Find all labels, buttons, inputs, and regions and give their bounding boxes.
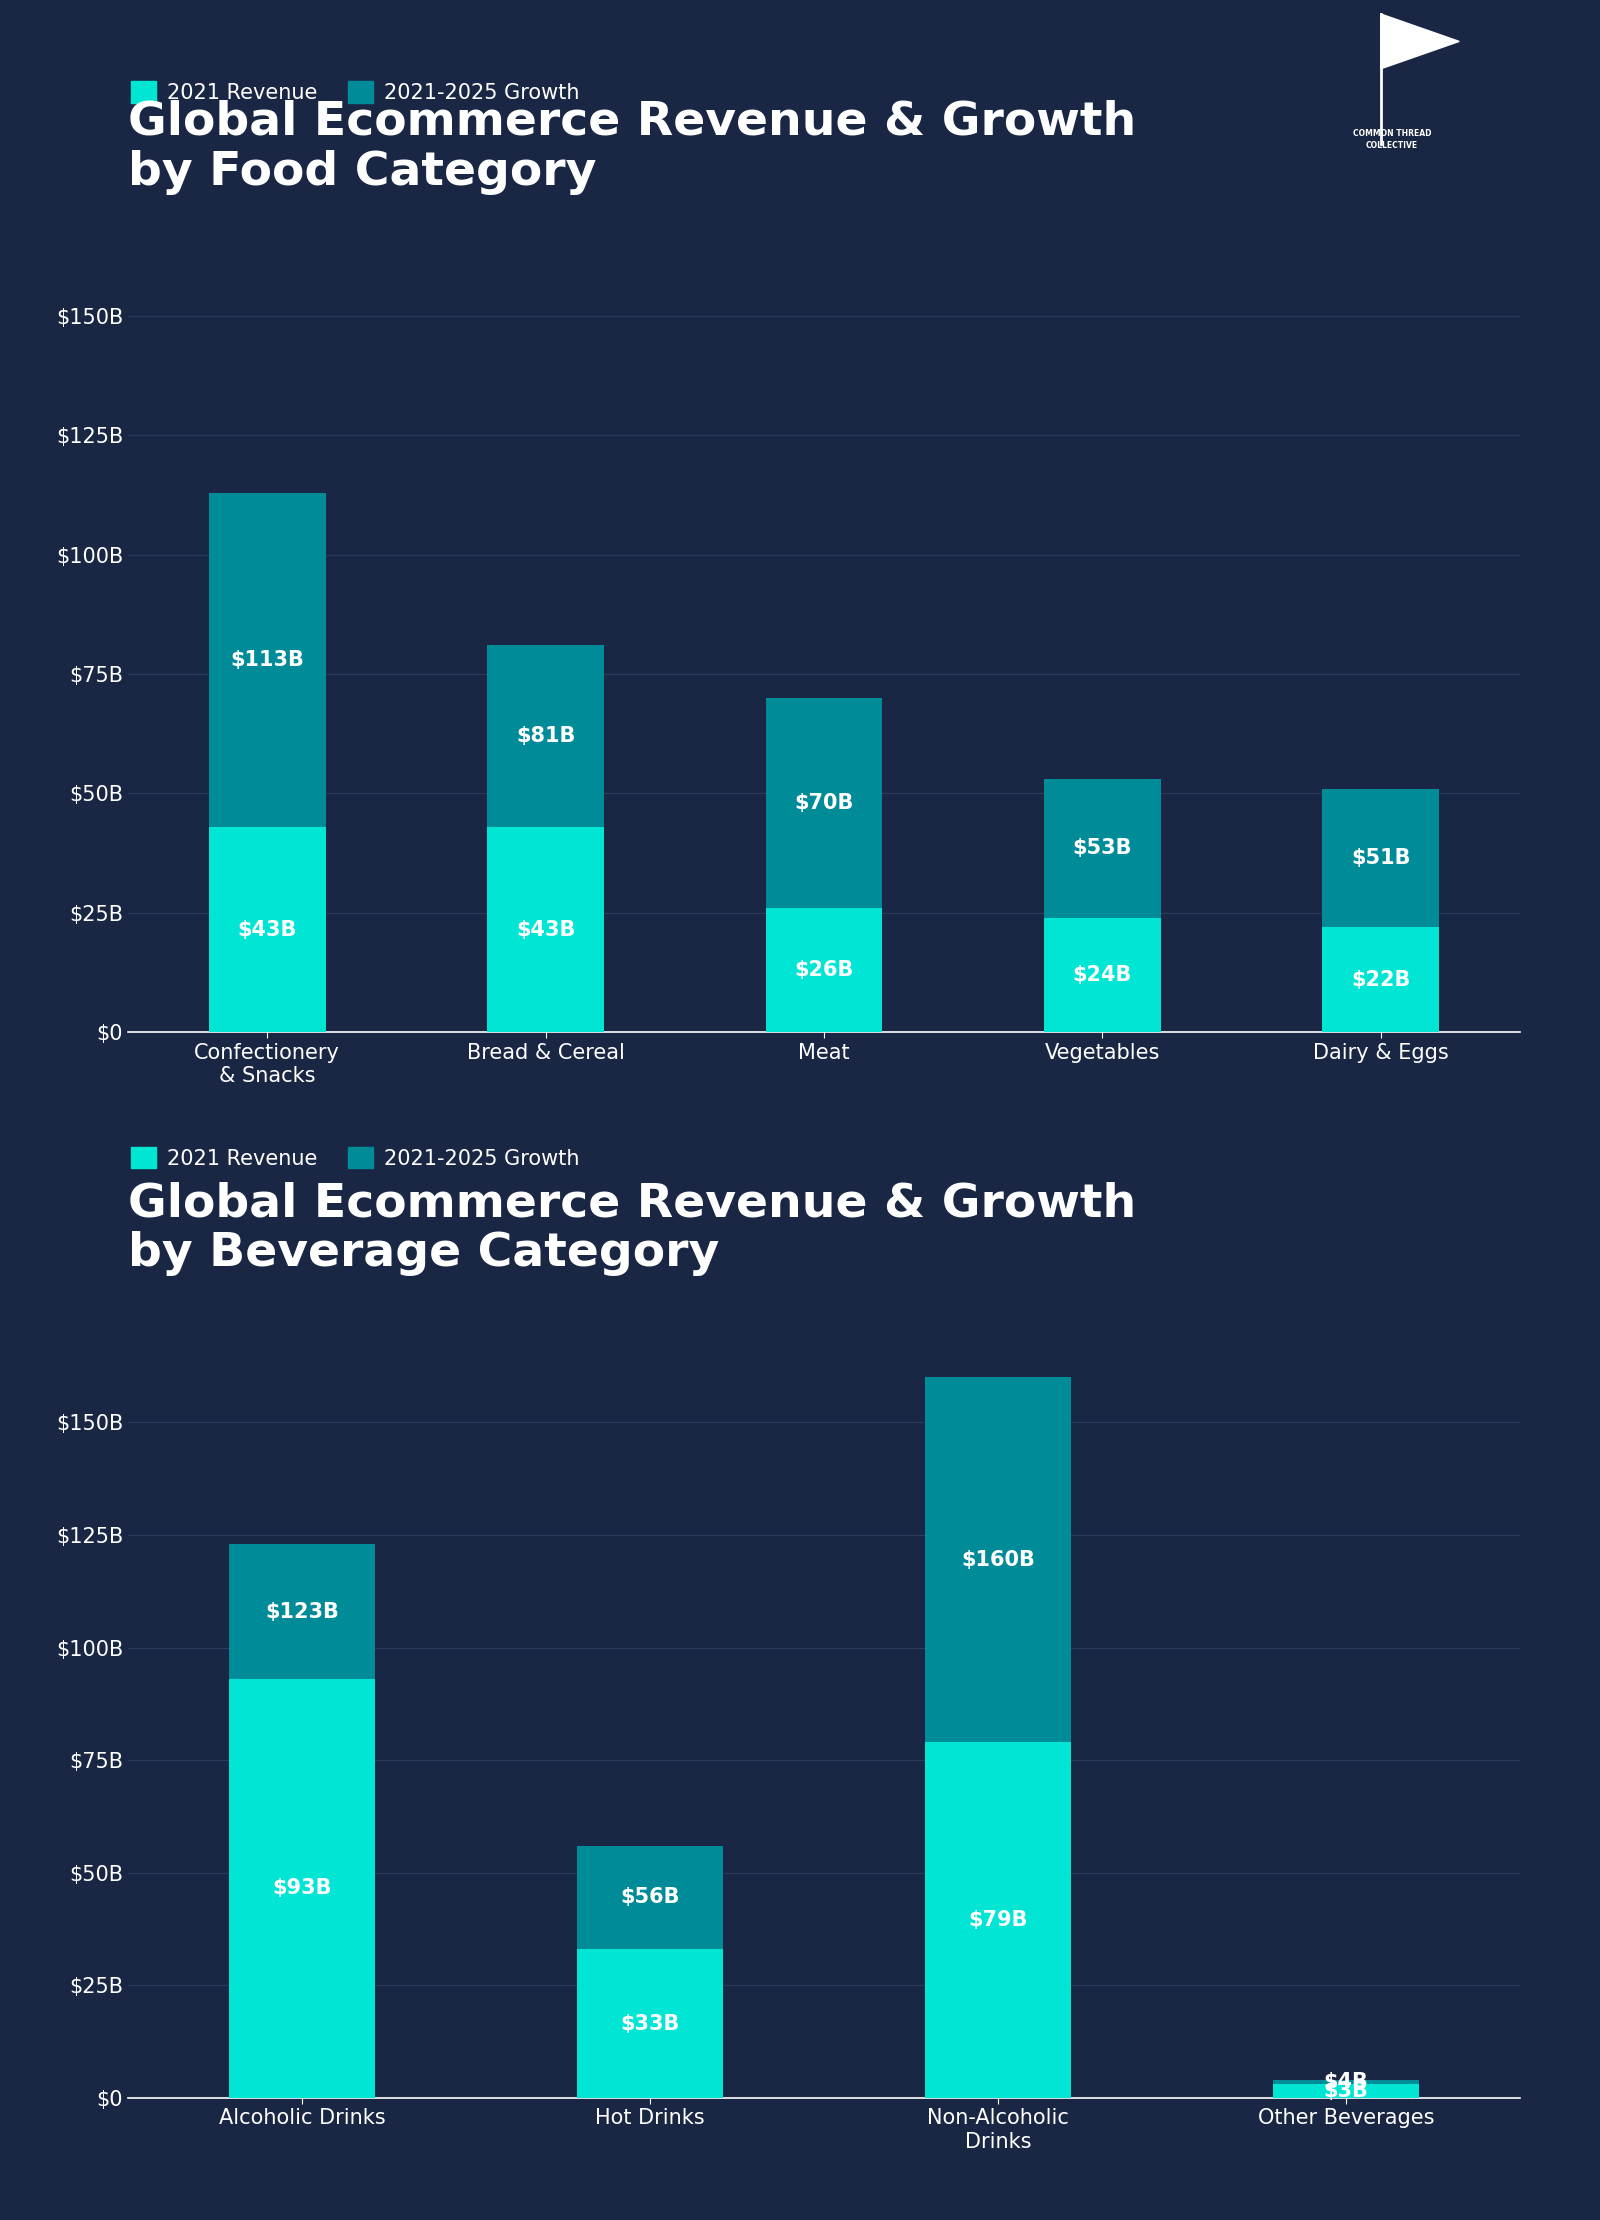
Bar bbox=[925, 1376, 1070, 1743]
Bar bbox=[1043, 917, 1162, 1032]
Text: Global Ecommerce Revenue & Growth
by Food Category: Global Ecommerce Revenue & Growth by Foo… bbox=[128, 100, 1136, 195]
Text: COMMON THREAD
COLLECTIVE: COMMON THREAD COLLECTIVE bbox=[1352, 129, 1432, 149]
Text: $160B: $160B bbox=[962, 1550, 1035, 1570]
Text: $26B: $26B bbox=[794, 961, 854, 981]
Bar bbox=[1274, 2085, 1419, 2098]
Bar bbox=[765, 908, 883, 1032]
Bar bbox=[1322, 788, 1440, 928]
Bar bbox=[925, 1743, 1070, 2098]
Legend: 2021 Revenue, 2021-2025 Growth: 2021 Revenue, 2021-2025 Growth bbox=[131, 1148, 579, 1168]
Text: $4B: $4B bbox=[1323, 2071, 1368, 2091]
Polygon shape bbox=[1381, 13, 1459, 69]
Text: $43B: $43B bbox=[237, 919, 298, 939]
Bar bbox=[208, 493, 326, 826]
Bar bbox=[765, 697, 883, 908]
Legend: 2021 Revenue, 2021-2025 Growth: 2021 Revenue, 2021-2025 Growth bbox=[131, 82, 579, 102]
Text: $24B: $24B bbox=[1072, 966, 1133, 986]
Bar bbox=[1043, 779, 1162, 917]
Bar bbox=[486, 646, 605, 826]
Text: $43B: $43B bbox=[515, 919, 576, 939]
Bar bbox=[1322, 928, 1440, 1032]
Text: $70B: $70B bbox=[794, 793, 854, 813]
Text: Global Ecommerce Revenue & Growth
by Beverage Category: Global Ecommerce Revenue & Growth by Bev… bbox=[128, 1181, 1136, 1276]
Text: $51B: $51B bbox=[1350, 848, 1411, 868]
Text: $53B: $53B bbox=[1072, 839, 1133, 859]
Text: $33B: $33B bbox=[621, 2014, 680, 2034]
Text: $81B: $81B bbox=[515, 726, 576, 746]
Bar bbox=[578, 1949, 723, 2098]
Bar bbox=[229, 1678, 374, 2098]
Text: $93B: $93B bbox=[272, 1878, 331, 1898]
Text: $22B: $22B bbox=[1350, 970, 1411, 990]
Text: $56B: $56B bbox=[621, 1887, 680, 1907]
Text: $113B: $113B bbox=[230, 650, 304, 670]
Bar bbox=[486, 826, 605, 1032]
Text: $123B: $123B bbox=[266, 1601, 339, 1621]
Text: $79B: $79B bbox=[968, 1909, 1027, 1929]
Bar bbox=[208, 826, 326, 1032]
Bar bbox=[1274, 2080, 1419, 2085]
Text: $3B: $3B bbox=[1323, 2080, 1368, 2100]
Bar bbox=[229, 1543, 374, 1678]
Bar bbox=[578, 1845, 723, 1949]
